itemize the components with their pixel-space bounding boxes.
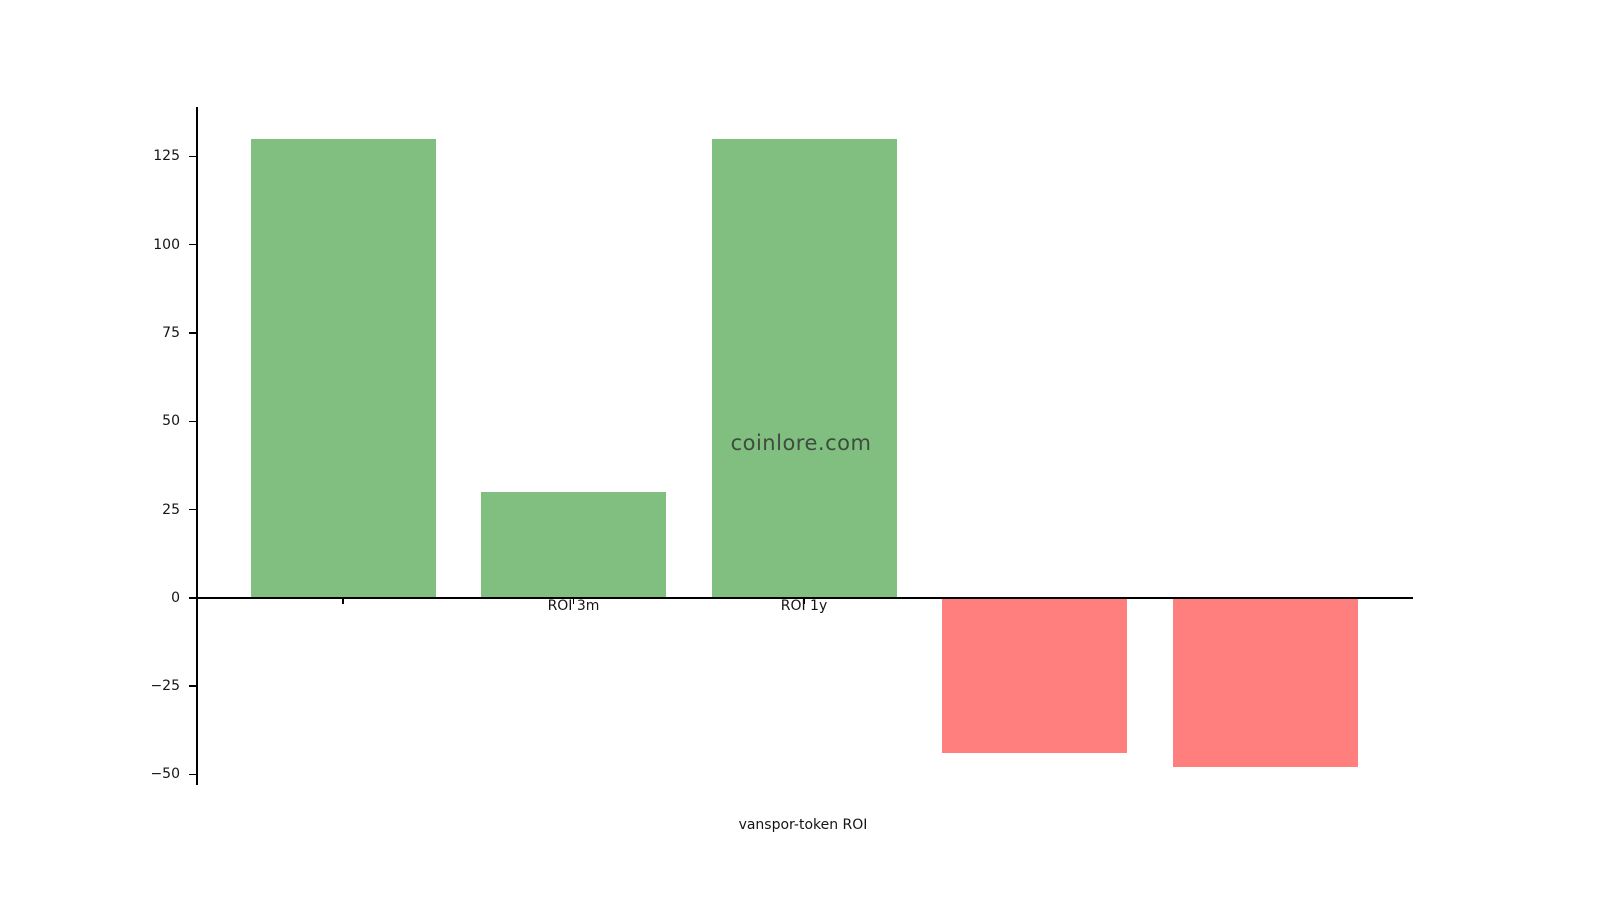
bar-index-4 (1172, 597, 1358, 768)
y-tick-label: −50 (150, 766, 180, 783)
bar-index-3 (942, 597, 1127, 754)
y-tick-mark (189, 244, 196, 246)
y-tick-label: 100 (153, 236, 180, 253)
y-axis-spine (196, 107, 198, 785)
chart-title: vanspor-token ROI (738, 817, 868, 833)
bar-roi-3m (481, 491, 666, 598)
x-tick-mark (803, 597, 805, 604)
x-tick-label: ROI 3m (547, 597, 600, 614)
y-tick-label: 125 (153, 148, 180, 165)
y-tick-mark (189, 773, 196, 776)
y-tick-label: 50 (162, 413, 180, 430)
y-tick-mark (189, 597, 196, 599)
x-tick-mark (572, 597, 575, 604)
y-tick-mark (189, 420, 196, 422)
bar-index-0 (250, 138, 436, 598)
y-tick-mark (189, 155, 196, 158)
y-tick-label: 25 (162, 501, 180, 518)
y-tick-mark (189, 332, 196, 334)
y-tick-mark (189, 685, 196, 687)
watermark-text: coinlore.com (730, 431, 872, 455)
y-tick-label: 0 (171, 589, 180, 606)
x-tick-label: ROI 1y (780, 597, 828, 614)
bar-roi-1y (711, 138, 897, 598)
x-tick-mark (342, 597, 344, 604)
y-tick-mark (189, 508, 196, 511)
y-tick-label: −25 (150, 678, 180, 695)
x-axis-line (196, 597, 1413, 599)
y-tick-label: 75 (162, 325, 180, 341)
